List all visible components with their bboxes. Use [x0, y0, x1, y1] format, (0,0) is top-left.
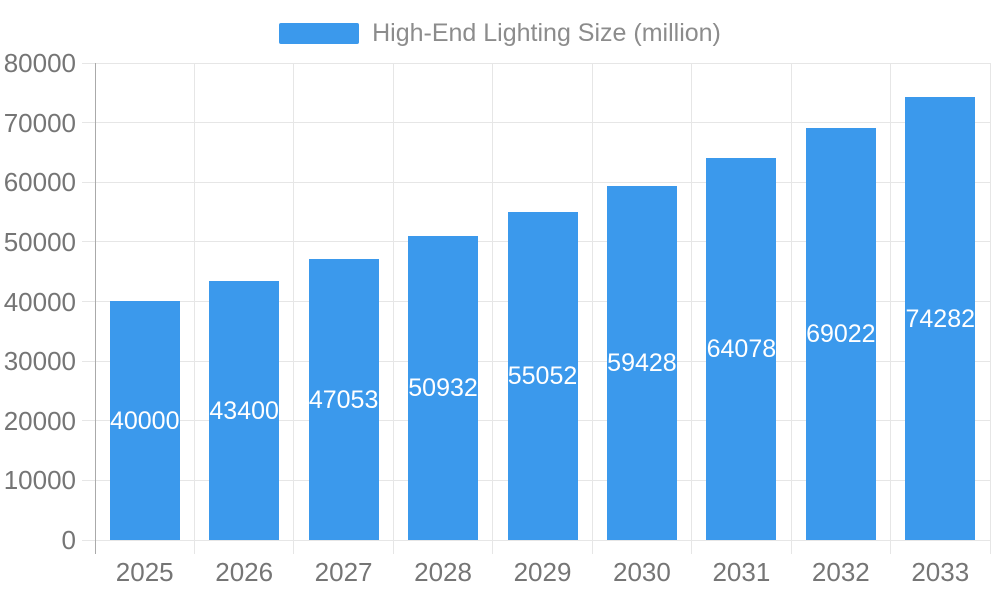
y-tick-label-0: 0 — [61, 525, 76, 555]
bar-2033[interactable] — [905, 97, 976, 540]
y-tick-label-20000: 20000 — [3, 405, 76, 436]
y-tick-label-40000: 40000 — [3, 286, 76, 317]
x-gridline — [890, 63, 892, 554]
y-tick-label-70000: 70000 — [3, 107, 76, 138]
x-tick-label-2029: 2029 — [513, 557, 572, 587]
y-tick-label-50000: 50000 — [3, 226, 76, 257]
x-gridline — [989, 63, 991, 554]
x-gridline — [293, 63, 295, 554]
x-tick-label-2027: 2027 — [314, 557, 373, 587]
y-gridline — [82, 62, 990, 64]
x-tick-label-2030: 2030 — [613, 557, 671, 587]
legend[interactable]: High-End Lighting Size (million) — [0, 18, 1000, 48]
y-tick-label-10000: 10000 — [3, 465, 76, 496]
x-gridline — [392, 63, 394, 554]
bar-2027[interactable] — [308, 259, 379, 540]
y-tick-label-30000: 30000 — [3, 346, 76, 377]
bar-2031[interactable] — [706, 158, 777, 540]
x-gridline — [492, 63, 494, 554]
bar-2029[interactable] — [507, 212, 578, 540]
bar-2025[interactable] — [109, 301, 180, 540]
y-tick-label-80000: 80000 — [3, 48, 76, 78]
x-tick-label-2025: 2025 — [115, 557, 174, 587]
bar-2030[interactable] — [606, 186, 677, 540]
x-gridline — [691, 63, 693, 554]
y-tick-label-60000: 60000 — [3, 167, 76, 198]
y-gridline — [82, 539, 990, 541]
x-tick-label-2032: 2032 — [811, 557, 870, 587]
x-gridline — [193, 63, 195, 554]
bar-2032[interactable] — [805, 128, 876, 540]
x-tick-label-2028: 2028 — [414, 557, 472, 587]
x-tick-label-2026: 2026 — [215, 557, 274, 587]
y-gridline — [82, 181, 990, 183]
x-gridline — [790, 63, 792, 554]
bar-2028[interactable] — [408, 236, 479, 540]
x-tick-label-2033: 2033 — [911, 557, 970, 587]
legend-label: High-End Lighting Size (million) — [372, 19, 721, 47]
y-axis-line — [94, 63, 96, 554]
bar-2026[interactable] — [209, 281, 280, 540]
y-gridline — [82, 122, 990, 124]
legend-swatch-icon — [279, 22, 360, 44]
x-tick-label-2031: 2031 — [712, 557, 771, 587]
x-gridline — [591, 63, 593, 554]
